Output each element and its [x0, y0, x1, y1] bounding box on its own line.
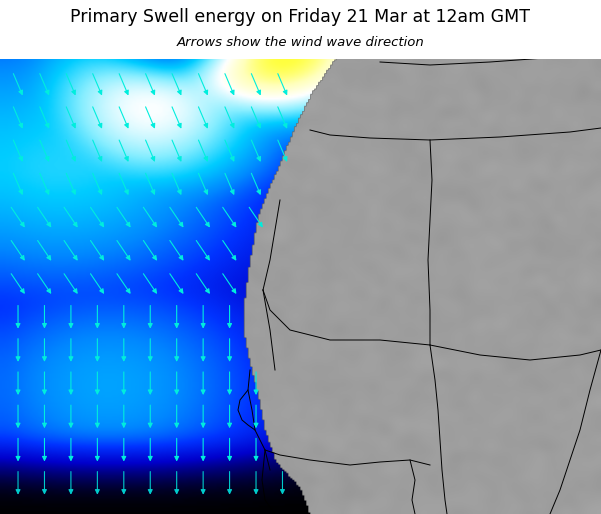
Bar [0, 0, 601, 59]
Text: Primary Swell energy on Friday 21 Mar at 12am GMT: Primary Swell energy on Friday 21 Mar at… [70, 8, 531, 26]
Text: Arrows show the wind wave direction: Arrows show the wind wave direction [177, 36, 424, 49]
